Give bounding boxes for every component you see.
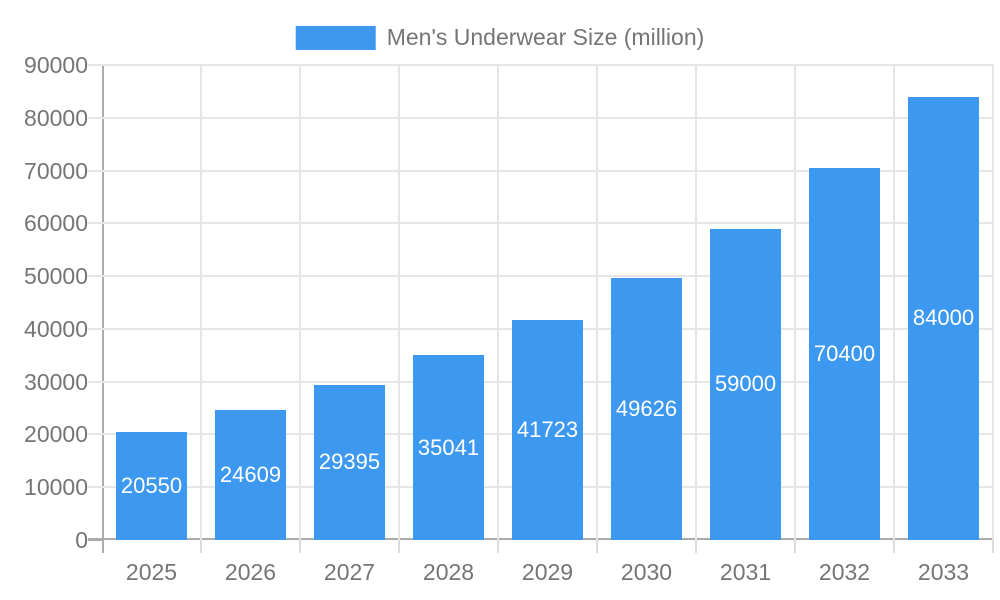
bar-value-label: 24609 <box>219 462 282 488</box>
bar: 70400 <box>809 168 880 540</box>
plot-area: 0 10000 20000 30000 40000 50000 60000 70000 8000… <box>24 52 994 585</box>
y-axis-tick <box>88 222 102 225</box>
x-axis-tick <box>893 540 895 553</box>
v-gridline <box>596 65 598 540</box>
y-axis-tick <box>88 327 102 330</box>
x-axis-tick <box>794 540 796 553</box>
y-axis-tick <box>88 169 102 172</box>
x-axis-label: 2025 <box>125 559 178 585</box>
h-gridline <box>102 169 993 172</box>
y-axis-label: 30000 <box>24 368 88 395</box>
legend-label: Men's Underwear Size (million) <box>386 24 705 50</box>
legend-swatch <box>295 25 376 50</box>
bar: 41723 <box>512 319 583 540</box>
y-axis-tick <box>88 380 102 383</box>
v-gridline <box>992 65 994 540</box>
h-gridline <box>102 116 993 119</box>
x-axis-tick <box>299 540 301 553</box>
v-gridline <box>893 65 895 540</box>
y-axis-label: 90000 <box>24 52 88 78</box>
bar-value-label: 84000 <box>912 305 975 331</box>
v-gridline <box>299 65 301 540</box>
x-axis-label: 2029 <box>521 559 574 585</box>
y-axis-tick <box>88 433 102 436</box>
y-axis-tick <box>88 539 102 541</box>
y-axis-tick <box>88 116 102 119</box>
v-gridline <box>200 65 202 540</box>
v-gridline <box>794 65 796 540</box>
legend-item[interactable]: Men's Underwear Size (million) <box>295 24 705 51</box>
bar-value-label: 70400 <box>813 341 876 367</box>
y-axis-line <box>102 65 104 553</box>
y-axis-label: 80000 <box>24 104 88 131</box>
x-axis-tick <box>497 540 499 553</box>
bar: 35041 <box>413 355 484 540</box>
bar-value-label: 35041 <box>417 434 480 460</box>
bar: 24609 <box>215 410 286 540</box>
bar-value-label: 59000 <box>714 371 777 397</box>
x-axis-tick <box>398 540 400 553</box>
x-axis-label: 2033 <box>917 559 970 585</box>
bar: 59000 <box>710 228 781 540</box>
h-gridline <box>102 275 993 278</box>
x-axis-tick <box>695 540 697 553</box>
bar: 20550 <box>116 431 187 540</box>
bar: 84000 <box>908 96 979 540</box>
h-gridline <box>102 64 993 66</box>
x-axis-label: 2030 <box>620 559 673 585</box>
bar-value-label: 41723 <box>516 416 579 442</box>
y-axis-tick <box>88 275 102 278</box>
y-axis-label: 50000 <box>24 263 88 290</box>
x-axis-label: 2026 <box>224 559 277 585</box>
y-axis-label: 60000 <box>24 210 88 237</box>
y-axis-tick <box>88 486 102 489</box>
v-gridline <box>398 65 400 540</box>
x-axis-label: 2031 <box>719 559 772 585</box>
x-axis-tick <box>992 540 994 553</box>
bar: 29395 <box>314 384 385 540</box>
bar-value-label: 49626 <box>615 396 678 422</box>
bar: 49626 <box>611 278 682 540</box>
v-gridline <box>497 65 499 540</box>
y-axis-label: 0 <box>75 527 88 553</box>
y-axis-label: 70000 <box>24 157 88 184</box>
bar-value-label: 20550 <box>120 472 183 498</box>
v-gridline <box>695 65 697 540</box>
y-axis-label: 40000 <box>24 315 88 342</box>
y-axis-label: 10000 <box>24 474 88 501</box>
x-axis-label: 2028 <box>422 559 475 585</box>
x-axis-tick <box>200 540 202 553</box>
bar-value-label: 29395 <box>318 449 381 475</box>
y-axis-tick <box>88 64 102 66</box>
x-axis-tick <box>596 540 598 553</box>
x-axis-label: 2027 <box>323 559 376 585</box>
x-axis-label: 2032 <box>818 559 871 585</box>
h-gridline <box>102 222 993 225</box>
y-axis-label: 20000 <box>24 421 88 448</box>
